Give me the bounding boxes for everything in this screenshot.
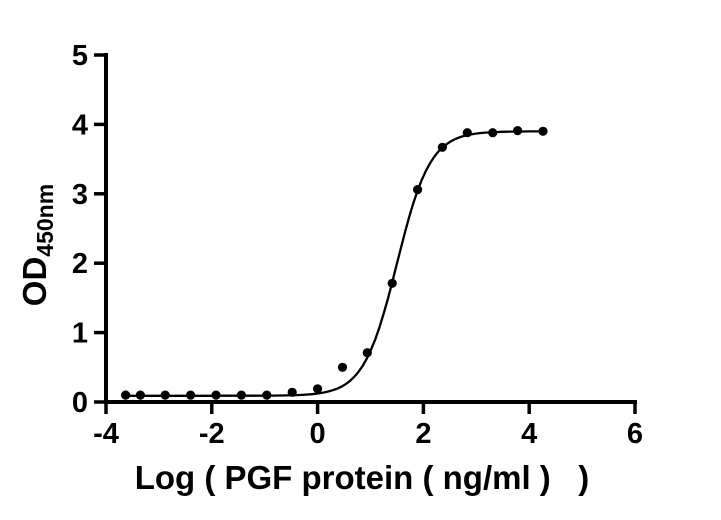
data-point	[337, 362, 348, 372]
data-point	[211, 390, 221, 400]
data-point	[437, 142, 447, 152]
x-tick-label: 6	[627, 418, 643, 450]
data-point	[236, 390, 246, 400]
data-point	[362, 348, 372, 358]
data-point	[462, 128, 472, 138]
data-point	[262, 390, 272, 400]
fit-curve-path	[125, 130, 543, 397]
data-point	[513, 126, 523, 136]
data-points	[121, 126, 548, 400]
axes	[104, 53, 637, 404]
y-axis-title: OD450nm	[16, 184, 58, 306]
fit-curve	[125, 130, 543, 397]
data-point	[313, 384, 323, 394]
data-point	[387, 278, 397, 288]
y-tick-label: 2	[72, 248, 88, 280]
y-tick-label: 5	[72, 40, 88, 72]
y-tick-label: 1	[72, 318, 88, 350]
x-axis-title: Log ( PGF protein ( ng/ml ) )	[135, 459, 590, 496]
data-point	[135, 390, 145, 400]
x-tick-label: -2	[199, 418, 225, 450]
x-tick-label: 4	[521, 418, 537, 450]
data-point	[160, 390, 170, 400]
x-tick-label: 0	[310, 418, 326, 450]
data-point	[488, 128, 498, 138]
x-tick-label: -4	[93, 418, 119, 450]
data-point	[186, 390, 196, 400]
data-point	[538, 126, 548, 136]
data-point	[121, 390, 131, 400]
y-axis-ticks: 0 1 2 3 4 5	[72, 40, 106, 419]
y-tick-label: 4	[72, 109, 88, 141]
x-axis-ticks: -4 -2 0 2 4 6	[93, 402, 643, 450]
data-point	[287, 387, 297, 397]
y-axis-title-subscript: 450nm	[32, 184, 58, 257]
x-tick-label: 2	[415, 418, 431, 450]
y-tick-label: 0	[72, 387, 88, 419]
data-point	[413, 185, 423, 195]
y-axis-title-main: OD	[16, 257, 53, 307]
y-tick-label: 3	[72, 179, 88, 211]
